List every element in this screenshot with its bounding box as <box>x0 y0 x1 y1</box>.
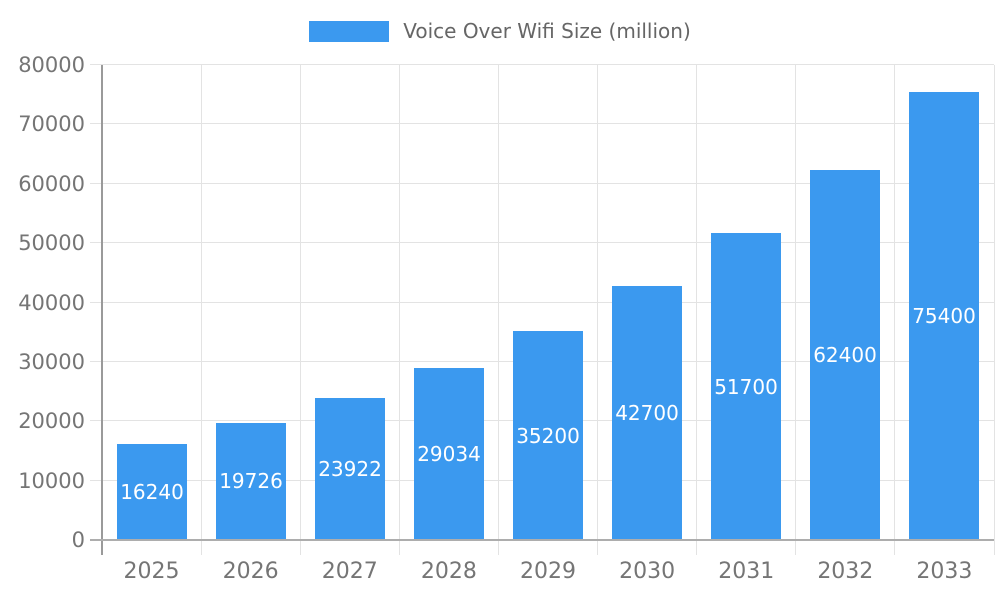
bar[interactable]: 42700 <box>612 286 682 540</box>
bar-value-label: 35200 <box>516 423 580 448</box>
bar[interactable]: 62400 <box>810 169 880 540</box>
bar-value-label: 16240 <box>120 479 184 504</box>
gridline-v <box>200 65 202 555</box>
y-axis-line <box>101 65 103 555</box>
bar-value-label: 42700 <box>615 401 679 426</box>
legend-label: Voice Over Wifi Size (million) <box>403 19 691 43</box>
x-axis-tick-label: 2033 <box>916 559 973 584</box>
y-axis-tick-label: 70000 <box>18 112 85 137</box>
x-axis-tick-label: 2032 <box>817 559 874 584</box>
bar-value-label: 19726 <box>219 469 283 494</box>
x-axis-tick-label: 2026 <box>222 559 279 584</box>
gridline-h <box>102 301 994 303</box>
y-tick-mark <box>90 242 102 244</box>
bar[interactable]: 16240 <box>117 443 187 540</box>
x-axis-tick-label: 2029 <box>519 559 576 584</box>
gridline-v <box>696 65 698 555</box>
gridline-v <box>993 65 995 555</box>
x-axis-tick-label: 2030 <box>619 559 676 584</box>
y-tick-mark <box>90 182 102 184</box>
bar-value-label: 51700 <box>714 374 778 399</box>
y-tick-mark <box>90 301 102 303</box>
gridline-v <box>497 65 499 555</box>
x-axis-tick-label: 2027 <box>321 559 378 584</box>
bar-value-label: 29034 <box>417 441 481 466</box>
gridline-h <box>102 182 994 184</box>
y-tick-mark <box>90 123 102 125</box>
y-axis-tick-label: 60000 <box>18 171 85 196</box>
y-axis-tick-label: 50000 <box>18 231 85 256</box>
y-tick-mark <box>90 360 102 362</box>
x-axis-line <box>90 539 994 541</box>
x-axis-tick-label: 2025 <box>123 559 180 584</box>
gridline-v <box>597 65 599 555</box>
gridline-v <box>894 65 896 555</box>
bar[interactable]: 35200 <box>513 331 583 540</box>
y-axis-tick-label: 0 <box>71 528 85 552</box>
bar[interactable]: 23922 <box>315 397 385 540</box>
bar[interactable]: 29034 <box>414 367 484 540</box>
y-axis-tick-label: 20000 <box>18 409 85 434</box>
legend-swatch <box>309 20 390 42</box>
x-axis-tick-label: 2028 <box>420 559 477 584</box>
y-tick-mark <box>90 64 102 65</box>
gridline-h <box>102 123 994 125</box>
bar-value-label: 23922 <box>318 456 382 481</box>
gridline-v <box>795 65 797 555</box>
gridline-h <box>102 242 994 244</box>
gridline-h <box>102 64 994 65</box>
y-axis-tick-label: 30000 <box>18 349 85 374</box>
bar-value-label: 62400 <box>813 342 877 367</box>
bar-value-label: 75400 <box>912 304 976 329</box>
bar[interactable]: 19726 <box>216 422 286 540</box>
gridline-v <box>398 65 400 555</box>
y-axis-tick-label: 10000 <box>18 468 85 493</box>
y-axis-tick-label: 40000 <box>18 290 85 315</box>
y-tick-mark <box>90 420 102 422</box>
legend[interactable]: Voice Over Wifi Size (million) <box>0 18 1000 44</box>
y-axis-tick-label: 80000 <box>18 53 85 77</box>
gridline-v <box>299 65 301 555</box>
bar[interactable]: 75400 <box>909 92 979 540</box>
bar[interactable]: 51700 <box>711 233 781 540</box>
y-tick-mark <box>90 479 102 481</box>
x-axis-tick-label: 2031 <box>718 559 775 584</box>
